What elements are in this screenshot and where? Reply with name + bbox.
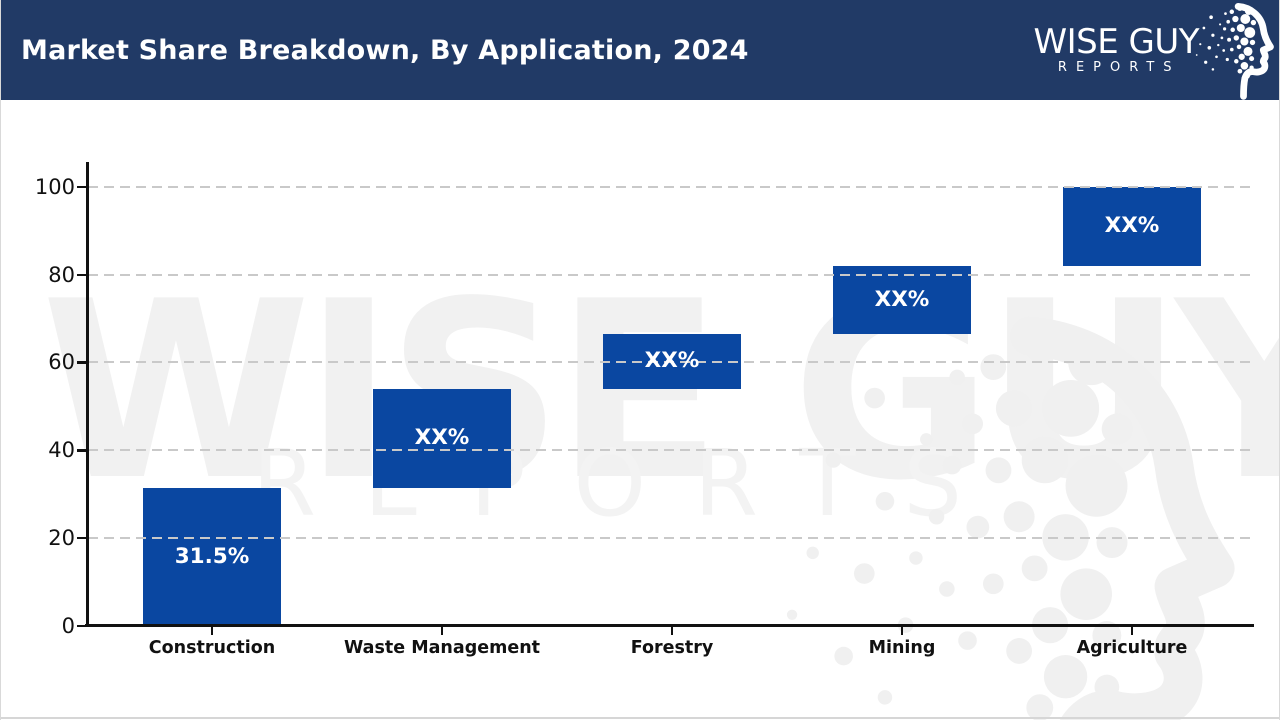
y-tick-20 [77,536,86,540]
x-tick-construction [210,626,214,635]
x-tick-label-construction: Construction [148,638,276,658]
y-axis [86,162,89,627]
y-tick-40 [77,449,86,452]
bottom-border-line [1,717,1279,719]
gridline-y80 [88,273,1254,276]
y-tick-100 [77,185,86,189]
y-tick-label-100: 100 [34,175,75,199]
y-tick-60 [77,361,86,364]
bar-construction [143,487,281,626]
logo-wordmark: WISE GUY REPORTS [1033,21,1199,76]
y-tick-0 [77,624,86,627]
gridline-y20 [88,536,1254,539]
gridline-y100 [88,186,1254,188]
bar-forestry [603,333,741,389]
x-tick-label-mining: Mining [868,638,936,658]
bar-value-label-forestry: XX% [644,348,700,374]
logo-wordmark-line2: REPORTS [1057,60,1181,76]
y-tick-80 [77,273,86,277]
x-tick-agriculture [1130,626,1134,635]
x-tick-label-waste-management: Waste Management [343,638,541,658]
y-tick-label-20: 20 [48,525,75,550]
bar-mining [833,265,971,334]
logo-wordmark-line1: WISE GUY [1033,21,1199,62]
y-tick-label-80: 80 [48,262,75,287]
wise-guy-logo: WISE GUY REPORTS [1033,2,1275,98]
y-tick-label-40: 40 [48,438,75,463]
x-tick-mining [900,626,904,635]
bar-value-label-construction: 31.5% [174,543,250,569]
gridline-y60 [88,361,1254,364]
x-axis [85,624,1254,627]
x-tick-waste-management [440,626,444,635]
header: Market Share Breakdown, By Application, … [1,0,1279,100]
x-tick-forestry [670,626,674,635]
bar-value-label-agriculture: XX% [1104,213,1160,239]
x-tick-label-forestry: Forestry [630,638,714,658]
x-tick-label-agriculture: Agriculture [1076,638,1188,658]
chart-title: Market Share Breakdown, By Application, … [21,34,749,66]
gridline-y40 [88,449,1254,452]
bar-waste-management [373,388,511,488]
chart-area: WISE GUY REPORTS 31.5% XX% XX% XX% XX% 0 20 40 6… [1,100,1279,720]
bar-value-label-mining: XX% [874,286,930,312]
bar-value-label-waste-management: XX% [414,425,470,451]
bar-agriculture [1063,187,1201,266]
y-tick-label-0: 0 [61,613,75,638]
watermark-wordmark-line2: REPORTS [252,430,1010,537]
plot-area: 31.5% XX% XX% XX% XX% 0 20 40 60 80 100 Constructio… [1,100,1279,720]
y-tick-label-60: 60 [48,350,75,375]
